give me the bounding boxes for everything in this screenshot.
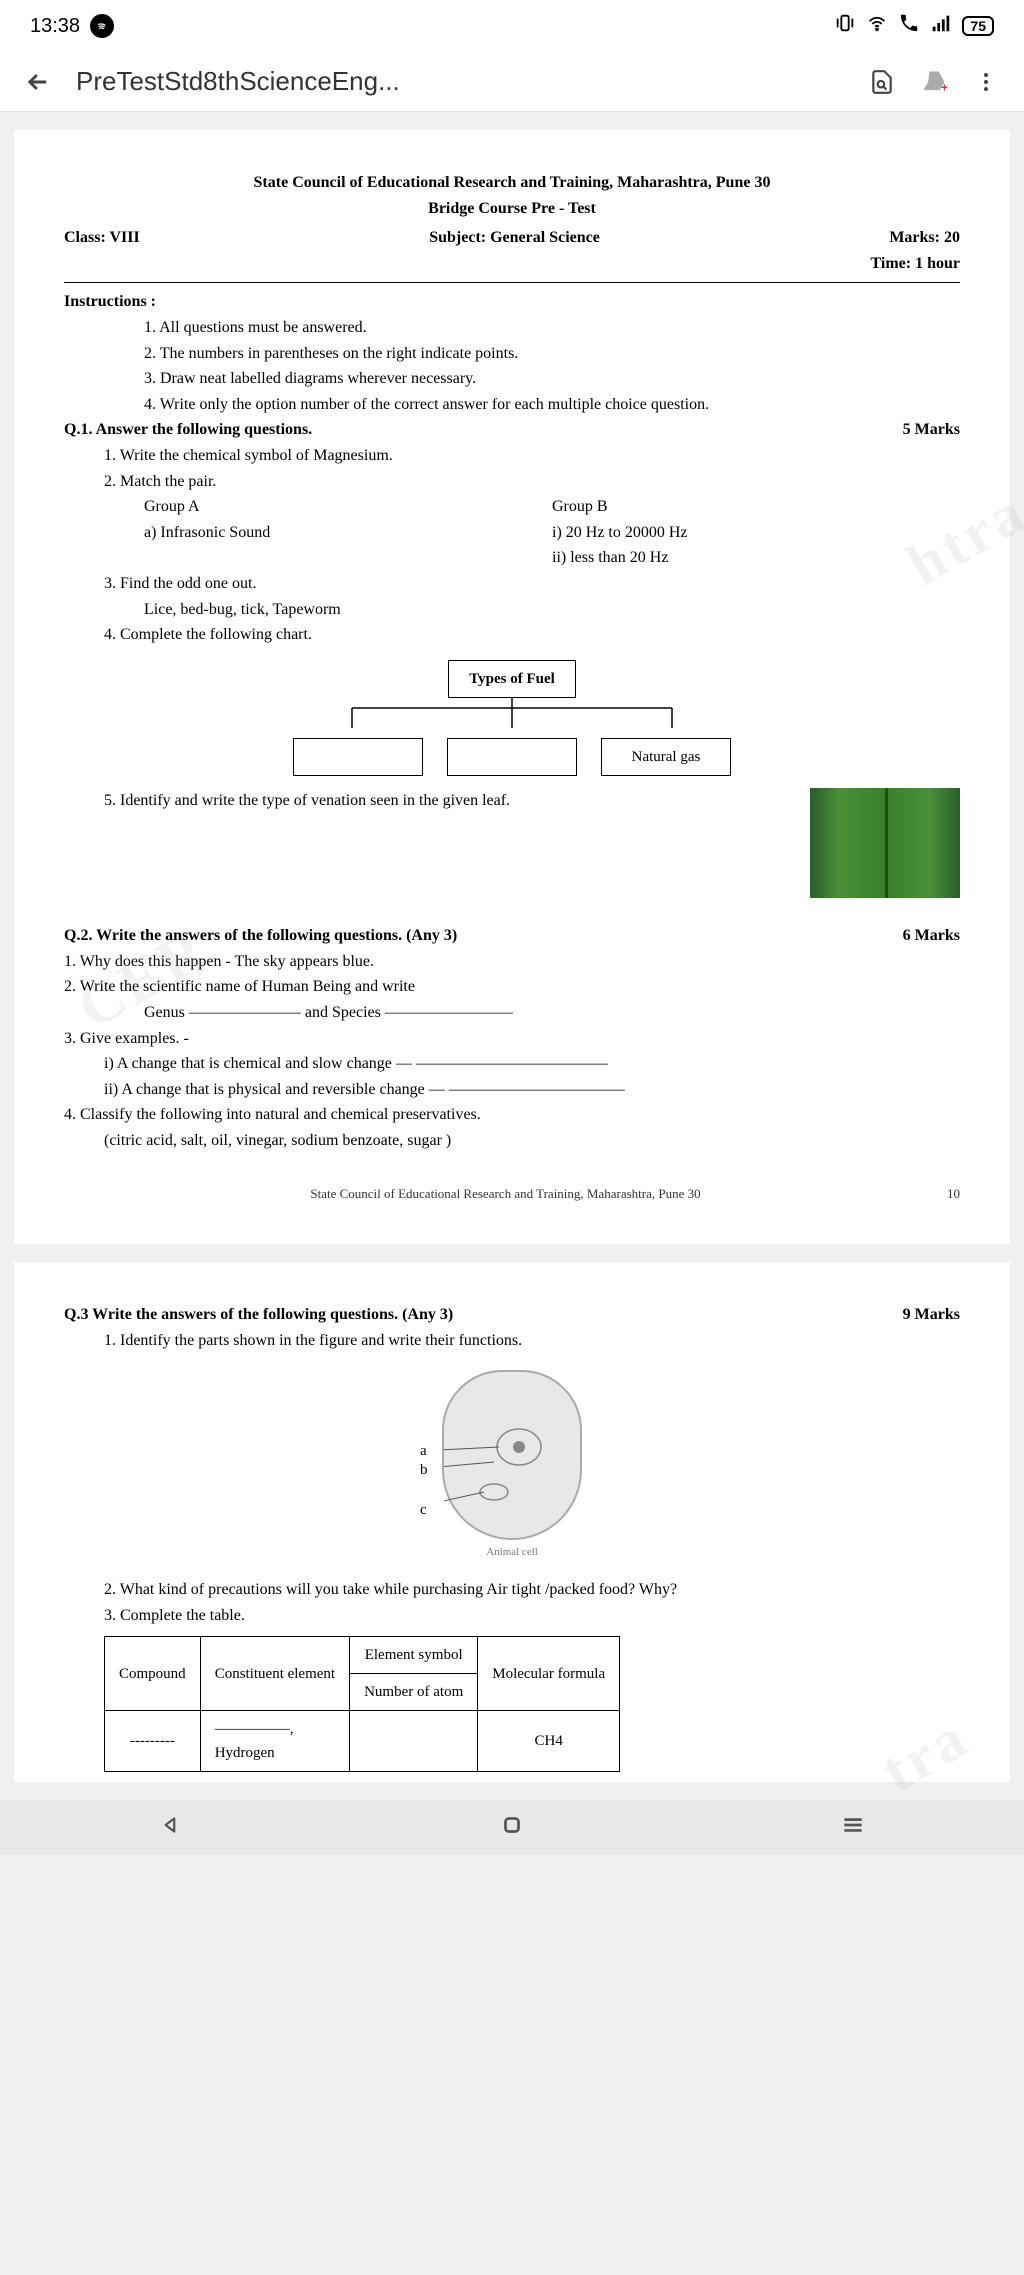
status-bar: 13:38 75 [0, 0, 1024, 52]
q2-3: 3. Give examples. - [64, 1026, 960, 1052]
th-formula: Molecular formula [478, 1637, 620, 1711]
document-page-1: htra CER State Council of Educational Re… [14, 130, 1010, 1244]
footer-page: 10 [947, 1184, 960, 1205]
group-a-item: a) Infrasonic Sound [144, 520, 552, 546]
svg-text:+: + [941, 81, 948, 94]
nav-recent-button[interactable] [840, 1812, 866, 1843]
q1-2: 2. Match the pair. [104, 469, 960, 495]
q3-table: Compound Constituent element Element sym… [104, 1636, 620, 1772]
q2-marks: 6 Marks [903, 923, 960, 949]
more-options-icon[interactable] [972, 68, 1000, 96]
r1c1: --------- [105, 1711, 201, 1772]
chart-top-box: Types of Fuel [448, 660, 576, 698]
marks-label: Marks: 20 [889, 225, 960, 251]
instruction-4: 4. Write only the option number of the c… [144, 392, 960, 418]
back-button[interactable] [24, 68, 52, 96]
q2-2b: Genus ——————— and Species ———————— [144, 1000, 960, 1026]
q2-3a: i) A change that is chemical and slow ch… [104, 1051, 960, 1077]
chart-box-2 [447, 738, 577, 776]
nav-back-button[interactable] [158, 1812, 184, 1843]
q3-title: Q.3 Write the answers of the following q… [64, 1302, 453, 1328]
cell-label-c: c [420, 1501, 428, 1521]
watermark: tra [863, 1691, 988, 1818]
subject-label: Subject: General Science [429, 225, 600, 251]
chart-box-3: Natural gas [601, 738, 731, 776]
th-compound: Compound [105, 1637, 201, 1711]
r1c3 [350, 1711, 478, 1772]
q2-title: Q.2. Write the answers of the following … [64, 923, 457, 949]
instruction-1: 1. All questions must be answered. [144, 315, 960, 341]
group-b-item-2: ii) less than 20 Hz [552, 545, 960, 571]
q1-5: 5. Identify and write the type of venati… [104, 788, 790, 814]
fuel-chart: Types of Fuel Natural gas [64, 660, 960, 776]
call-icon [898, 12, 920, 40]
r1c4: CH4 [478, 1711, 620, 1772]
group-b-header: Group B [552, 494, 960, 520]
cell-caption: Animal cell [486, 1544, 538, 1562]
r1c2a: —————, [215, 1717, 335, 1741]
battery-icon: 75 [962, 16, 994, 36]
find-in-page-icon[interactable] [868, 68, 896, 96]
r1c2b: Hydrogen [215, 1741, 335, 1765]
vibrate-icon [834, 12, 856, 40]
org-title: State Council of Educational Research an… [64, 170, 960, 196]
wifi-icon [866, 12, 888, 40]
group-b-item-1: i) 20 Hz to 20000 Hz [552, 520, 960, 546]
q3-2: 2. What kind of precautions will you tak… [104, 1577, 960, 1603]
cell-label-a: a [420, 1442, 428, 1462]
q2-4b: (citric acid, salt, oil, vinegar, sodium… [104, 1128, 960, 1154]
q1-3: 3. Find the odd one out. [104, 571, 960, 597]
q2-3b: ii) A change that is physical and revers… [104, 1077, 960, 1103]
cell-label-b: b [420, 1461, 428, 1481]
q1-4: 4. Complete the following chart. [104, 622, 960, 648]
android-nav-bar [0, 1800, 1024, 1855]
instruction-3: 3. Draw neat labelled diagrams wherever … [144, 366, 960, 392]
chart-box-1 [293, 738, 423, 776]
q3-3: 3. Complete the table. [104, 1603, 960, 1629]
status-time: 13:38 [30, 15, 80, 38]
document-title: PreTestStd8thScienceEng... [76, 66, 844, 97]
th-constituent: Constituent element [200, 1637, 349, 1711]
app-bar: PreTestStd8thScienceEng... + [0, 52, 1024, 112]
q2-2: 2. Write the scientific name of Human Be… [64, 974, 960, 1000]
cell-figure: a b c Animal cell [64, 1370, 960, 1562]
signal-icon [930, 12, 952, 40]
drive-icon[interactable]: + [920, 68, 948, 96]
instructions-label: Instructions : [64, 289, 960, 315]
q1-marks: 5 Marks [903, 417, 960, 443]
time-label: Time: 1 hour [64, 251, 960, 277]
q2-1: 1. Why does this happen - The sky appear… [64, 949, 960, 975]
q1-1: 1. Write the chemical symbol of Magnesiu… [104, 443, 960, 469]
q3-1: 1. Identify the parts shown in the figur… [104, 1328, 960, 1354]
leaf-image [810, 788, 960, 898]
instruction-2: 2. The numbers in parentheses on the rig… [144, 341, 960, 367]
th-number: Number of atom [350, 1674, 478, 1711]
nav-home-button[interactable] [499, 1812, 525, 1843]
footer-org: State Council of Educational Research an… [310, 1184, 700, 1205]
course-title: Bridge Course Pre - Test [64, 196, 960, 222]
th-symbol: Element symbol [350, 1637, 478, 1674]
q3-marks: 9 Marks [903, 1302, 960, 1328]
group-a-header: Group A [144, 494, 552, 520]
q2-4: 4. Classify the following into natural a… [64, 1102, 960, 1128]
q1-title: Q.1. Answer the following questions. [64, 417, 312, 443]
q1-3-items: Lice, bed-bug, tick, Tapeworm [144, 597, 960, 623]
spotify-icon [90, 14, 114, 38]
class-label: Class: VIII [64, 225, 140, 251]
document-page-2: tra Q.3 Write the answers of the followi… [14, 1262, 1010, 1782]
